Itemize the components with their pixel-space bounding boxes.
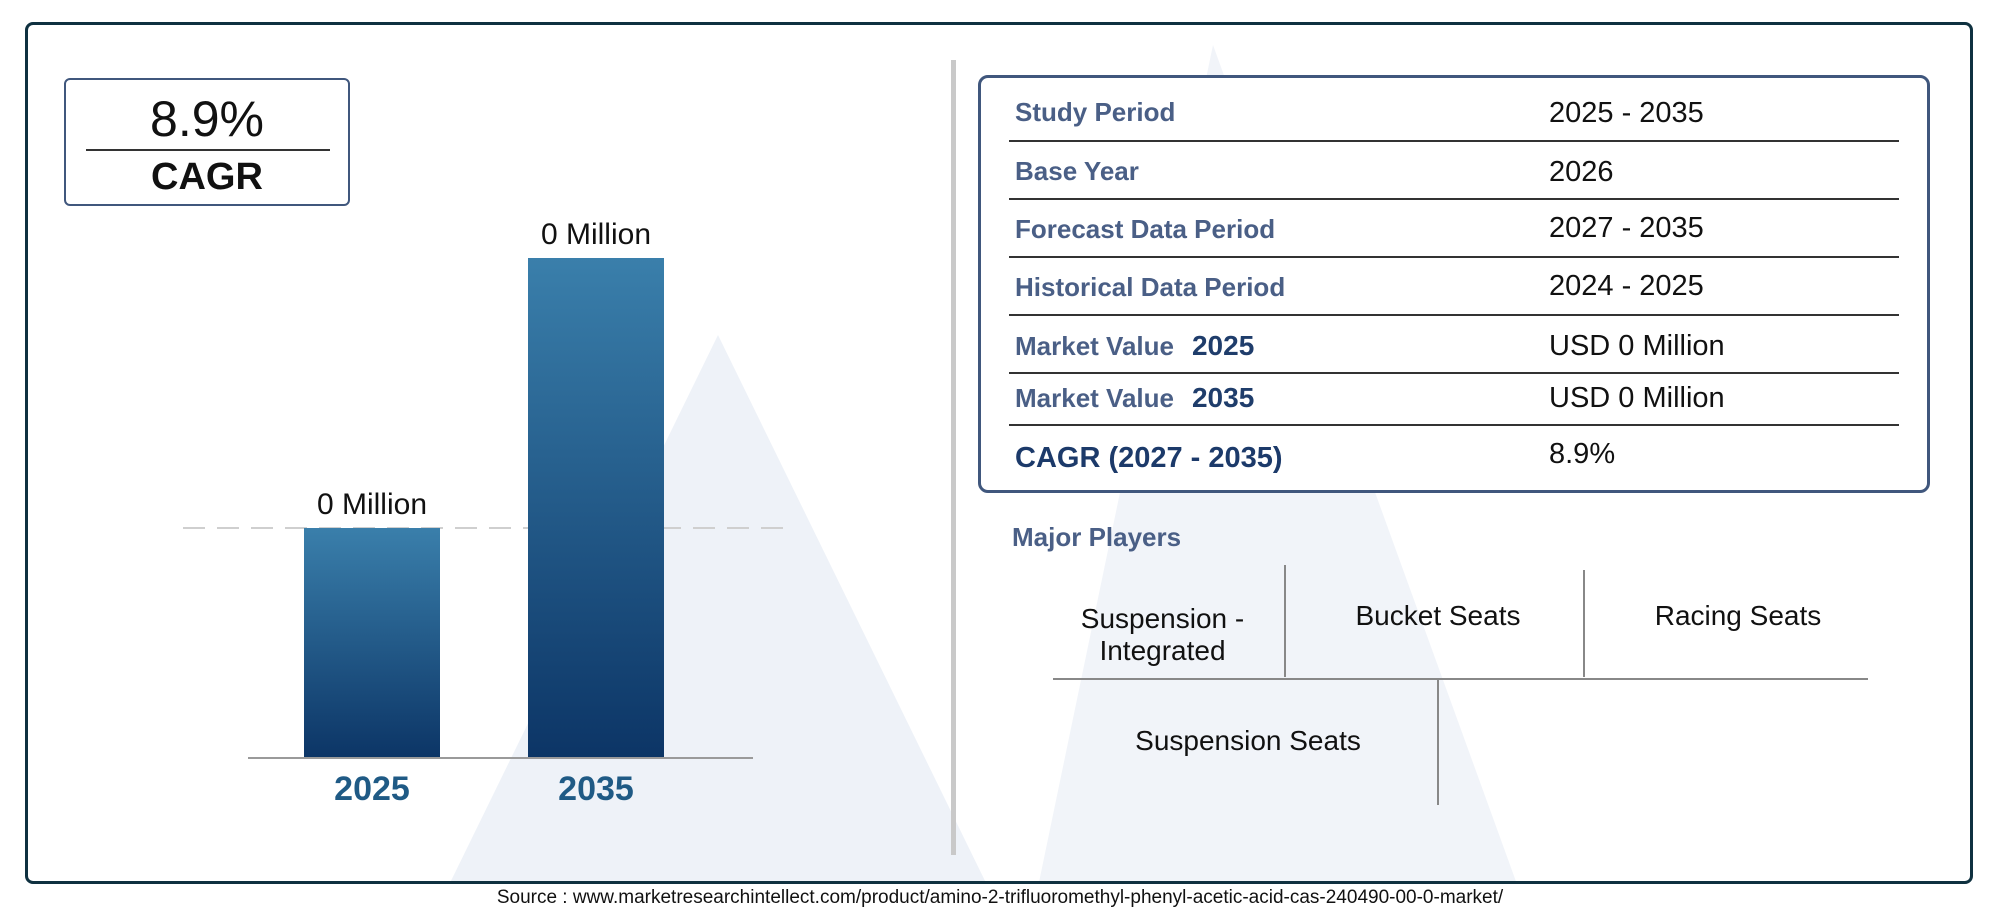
row-label-year: 2035	[1191, 382, 1255, 413]
row-separator	[1009, 198, 1899, 200]
player-divider	[1583, 570, 1585, 677]
section-divider	[951, 60, 956, 855]
row-label: Historical Data Period	[1015, 272, 1286, 302]
row-label: Study Period	[1015, 97, 1176, 127]
row-label-text: Market Value	[1015, 331, 1174, 361]
row-separator	[1009, 256, 1899, 258]
row-value: USD 0 Million	[1549, 382, 1725, 414]
row-value: USD 0 Million	[1549, 330, 1725, 362]
table-row-market-value-2025: Market Value 2025 USD 0 Million	[1009, 316, 1899, 374]
cagr-value: 8.9%	[150, 91, 264, 147]
bar-chart: 0 Million 2025 0 Million 2035	[183, 218, 793, 808]
player-item: Suspension Seats	[1135, 725, 1361, 756]
row-value: 2025 - 2035	[1549, 97, 1704, 129]
player-item: Racing Seats	[1654, 600, 1822, 631]
row-value: 2026	[1549, 156, 1614, 188]
table-row-study-period: Study Period 2025 - 2035	[1009, 84, 1899, 142]
row-label-year: 2025	[1191, 330, 1255, 361]
player-divider	[1284, 565, 1286, 677]
summary-table: Study Period 2025 - 2035 Base Year 2026 …	[978, 75, 1930, 493]
bar-2035	[528, 258, 664, 758]
table-row-cagr: CAGR (2027 - 2035) 8.9%	[1009, 426, 1899, 484]
row-separator	[1009, 424, 1899, 426]
player-row-divider	[1053, 678, 1868, 680]
cagr-label: CAGR	[151, 156, 263, 198]
row-value: 8.9%	[1549, 438, 1616, 470]
table-row-market-value-2035: Market Value 2035 USD 0 Million	[1009, 374, 1899, 426]
x-tick-label: 2025	[334, 770, 410, 808]
row-separator	[1009, 314, 1899, 316]
row-label: Base Year	[1015, 156, 1139, 186]
major-players-title: Major Players	[1012, 522, 1182, 552]
bar-value-label: 0 Million	[541, 218, 651, 251]
row-label: Market Value 2025	[1015, 330, 1254, 362]
infographic-frame: 8.9% CAGR 0 Million 2025 0 Million 2035 Stu…	[25, 22, 1973, 884]
x-tick-label: 2035	[558, 770, 634, 808]
row-label: Forecast Data Period	[1015, 214, 1276, 244]
table-row-forecast-period: Forecast Data Period 2027 - 2035	[1009, 200, 1899, 258]
row-label: Market Value 2035	[1015, 382, 1254, 414]
table-row-base-year: Base Year 2026	[1009, 142, 1899, 200]
cagr-divider	[86, 149, 330, 151]
cagr-box: 8.9% CAGR	[64, 78, 350, 206]
row-separator	[1009, 140, 1899, 142]
bar-2025	[304, 528, 440, 758]
row-value: 2024 - 2025	[1549, 270, 1704, 302]
player-item: Suspension -Integrated	[1080, 603, 1245, 666]
bar-value-label: 0 Million	[317, 488, 427, 521]
row-separator	[1009, 372, 1899, 374]
table-row-historical-period: Historical Data Period 2024 - 2025	[1009, 258, 1899, 316]
row-value: 2027 - 2035	[1549, 212, 1704, 244]
player-divider	[1437, 679, 1439, 805]
row-label-text: Market Value	[1015, 383, 1174, 413]
player-item: Bucket Seats	[1355, 600, 1521, 631]
source-citation: Source : www.marketresearchintellect.com…	[496, 887, 1504, 908]
row-label: CAGR (2027 - 2035)	[1015, 442, 1283, 474]
